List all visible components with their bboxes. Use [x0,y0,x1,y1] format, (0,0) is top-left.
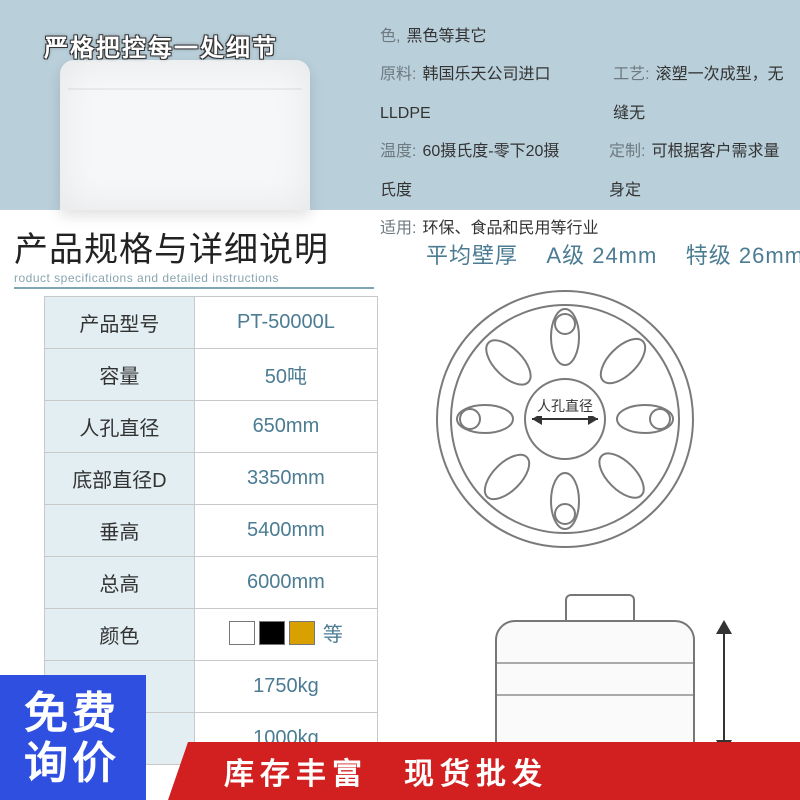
tagline-text: 严格把控每一处细节 [44,28,756,63]
thickness-prefix: 平均壁厚 [426,243,518,268]
spec-heading-rule [14,287,374,289]
thickness-a: A级 24mm [546,243,657,268]
stock-banner-text: 库存丰富 现货批发 [224,749,548,793]
attr-apply-value: 环保、食品和民用等行业 [422,220,598,237]
spec-key: 颜色 [45,609,195,661]
spec-heading-subtitle: roduct specifications and detailed instr… [14,271,374,285]
attr-custom-label: 定制: [609,143,645,160]
spec-value: 6000mm [194,557,377,609]
spec-heading-title: 产品规格与详细说明 [14,222,374,271]
spec-value: 等 [194,609,377,661]
table-row: 人孔直径650mm [45,401,378,453]
page-root: 严格把控每一处细节 色,黑色等其它 原料:韩国乐天公司进口LLDPE 工艺:滚塑… [0,0,800,800]
color-swatch [259,621,285,645]
spec-value: 3350mm [194,453,377,505]
spec-key: 垂高 [45,505,195,557]
spec-key: 产品型号 [45,297,195,349]
attr-material-label: 原料: [380,66,416,83]
spec-value: 650mm [194,401,377,453]
table-row: 垂高5400mm [45,505,378,557]
free-quote-badge[interactable]: 免费 询价 [0,675,146,800]
spec-value: 1750kg [194,661,377,713]
free-quote-line2: 询价 [24,739,120,790]
spec-value: 50吨 [194,349,377,401]
spec-key: 总高 [45,557,195,609]
table-row: 底部直径D3350mm [45,453,378,505]
diagram-panel: 平均壁厚 A级 24mm 特级 26mm [420,238,800,798]
spec-heading: 产品规格与详细说明 roduct specifications and deta… [14,222,374,289]
attr-temp-label: 温度: [380,143,416,160]
table-row: 容量50吨 [45,349,378,401]
thickness-special: 特级 26mm [686,243,800,268]
top-view-diagram: 人孔直径 [420,284,800,559]
hero-product-image [60,60,310,210]
stock-banner: 库存丰富 现货批发 [188,742,800,800]
manhole-diameter-label: 人孔直径 [535,396,595,416]
tank-lid [565,594,635,622]
height-dimension-arrow [711,620,737,754]
free-quote-line1: 免费 [24,689,120,740]
color-swatch [229,621,255,645]
table-row: 产品型号PT-50000L [45,297,378,349]
spec-key: 底部直径D [45,453,195,505]
spec-value: PT-50000L [194,297,377,349]
side-view-diagram [485,594,745,754]
etc-label: 等 [323,618,343,647]
attr-process-label: 工艺: [613,66,649,83]
tank-body [495,620,695,754]
spec-value: 5400mm [194,505,377,557]
spec-key: 容量 [45,349,195,401]
color-swatch [289,621,315,645]
spec-key: 人孔直径 [45,401,195,453]
table-row: 总高6000mm [45,557,378,609]
table-row: 颜色 等 [45,609,378,661]
wall-thickness-note: 平均壁厚 A级 24mm 特级 26mm [420,238,800,270]
attr-apply-label: 适用: [380,220,416,237]
